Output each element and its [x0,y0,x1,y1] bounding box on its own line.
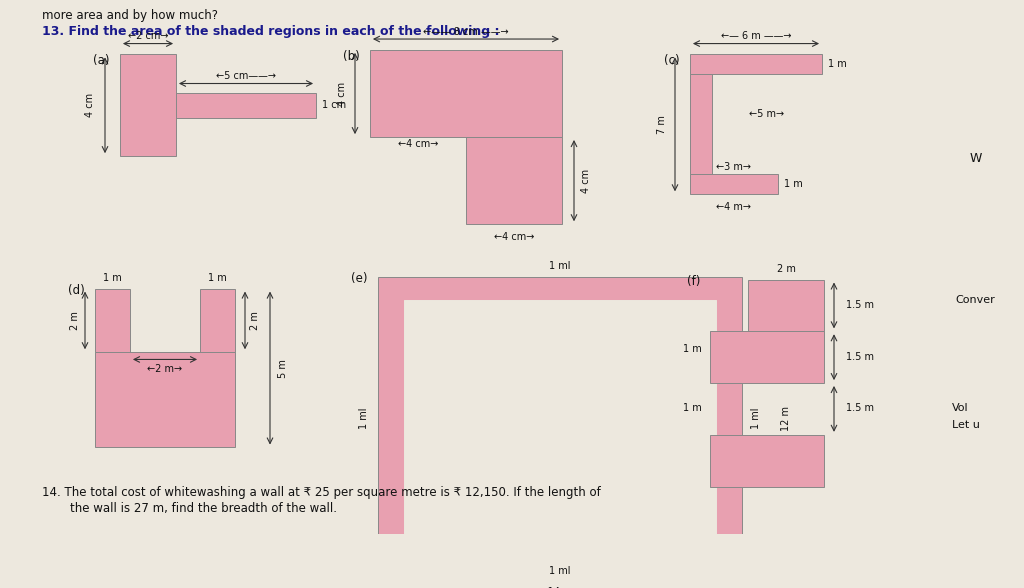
Text: 1 m: 1 m [208,273,227,283]
Text: ←2 m→: ←2 m→ [147,363,182,373]
Bar [95,289,130,352]
Text: 1 ml: 1 ml [549,566,570,576]
Text: ←4 cm→: ←4 cm→ [494,232,535,242]
Text: ←3 m→: ←3 m→ [717,162,752,172]
Text: ←2 cm→: ←2 cm→ [128,31,168,41]
Text: 2 m: 2 m [250,311,260,330]
Text: ←4 m→: ←4 m→ [717,202,752,212]
Bar [710,331,824,383]
Bar [748,279,824,331]
Text: Vol: Vol [952,403,969,413]
Text: Let u: Let u [952,420,980,430]
Text: (c): (c) [665,55,680,68]
Bar [466,137,562,224]
Text: 2 m: 2 m [776,263,796,273]
Text: more area and by how much?: more area and by how much? [42,9,218,22]
Text: 4 cm: 4 cm [337,81,347,106]
Text: ←—————— 14 m ——————→: ←—————— 14 m ——————→ [478,587,642,588]
Bar [176,92,316,118]
Bar [378,277,742,560]
Bar [95,352,234,447]
Text: 1 m: 1 m [784,179,803,189]
Text: (d): (d) [69,284,85,297]
Text: 4 cm: 4 cm [581,169,591,193]
Text: 7 m: 7 m [657,115,667,134]
Text: 1.5 m: 1.5 m [846,352,874,362]
Text: 1 m: 1 m [103,273,122,283]
Text: 12 m: 12 m [781,406,791,431]
Text: (f): (f) [687,275,700,288]
Bar [370,50,562,137]
Bar [690,174,778,194]
Text: 1 ml: 1 ml [359,407,369,429]
Text: 1 m: 1 m [683,403,702,413]
Text: (b): (b) [343,50,360,63]
Text: (a): (a) [93,55,110,68]
Bar [120,55,176,156]
Text: ←5 m→: ←5 m→ [750,109,784,119]
Text: 1 cm: 1 cm [322,101,346,111]
Text: the wall is 27 m, find the breadth of the wall.: the wall is 27 m, find the breadth of th… [70,502,337,515]
Text: W: W [970,152,982,165]
Text: 2 m: 2 m [70,311,80,330]
Bar [690,75,712,174]
Text: 1.5 m: 1.5 m [846,403,874,413]
Bar [200,289,234,352]
Bar [690,55,822,75]
Text: ←5 cm——→: ←5 cm——→ [216,71,276,81]
Text: Conver: Conver [955,295,994,305]
Text: ←— 6 m ——→: ←— 6 m ——→ [721,31,792,41]
Bar [710,435,824,486]
Text: (e): (e) [351,272,368,285]
Text: ←4 cm→: ←4 cm→ [397,139,438,149]
Text: 1 m: 1 m [828,59,847,69]
Text: 1.5 m: 1.5 m [846,300,874,310]
Text: 1 ml: 1 ml [549,261,570,271]
Text: 14. The total cost of whitewashing a wall at ₹ 25 per square metre is ₹ 12,150. : 14. The total cost of whitewashing a wal… [42,486,601,499]
Text: 4 cm: 4 cm [85,93,95,118]
Text: ←—— 8 cm ——→: ←—— 8 cm ——→ [423,27,509,37]
Text: 1 m: 1 m [683,343,702,353]
Text: 5 m: 5 m [278,359,288,377]
Bar [404,300,716,536]
Text: 13. Find the area of the shaded regions in each of the following :: 13. Find the area of the shaded regions … [42,25,500,38]
Text: 1 ml: 1 ml [751,407,761,429]
